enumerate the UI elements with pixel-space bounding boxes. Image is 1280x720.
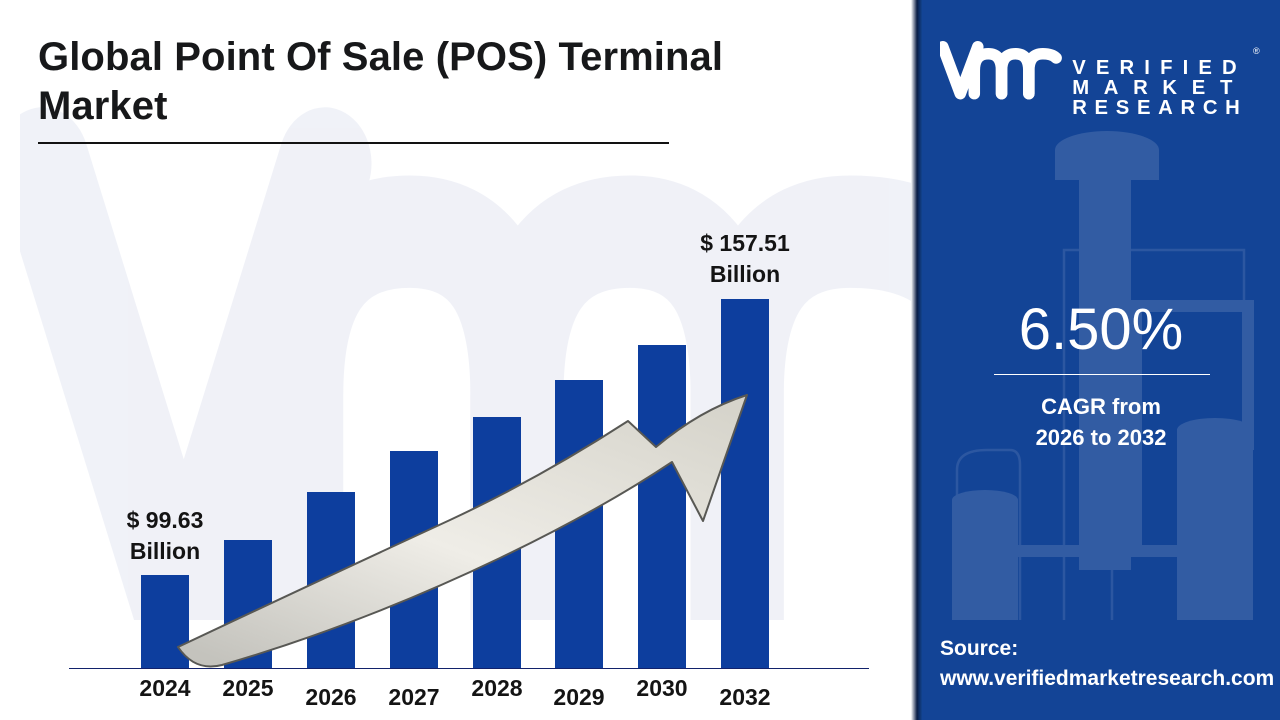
svg-text:MARKET: MARKET — [1072, 77, 1247, 99]
svg-text:RESEARCH: RESEARCH — [1072, 97, 1247, 118]
svg-text:VERIFIED: VERIFIED — [1072, 57, 1247, 79]
svg-text:®: ® — [1253, 46, 1260, 56]
